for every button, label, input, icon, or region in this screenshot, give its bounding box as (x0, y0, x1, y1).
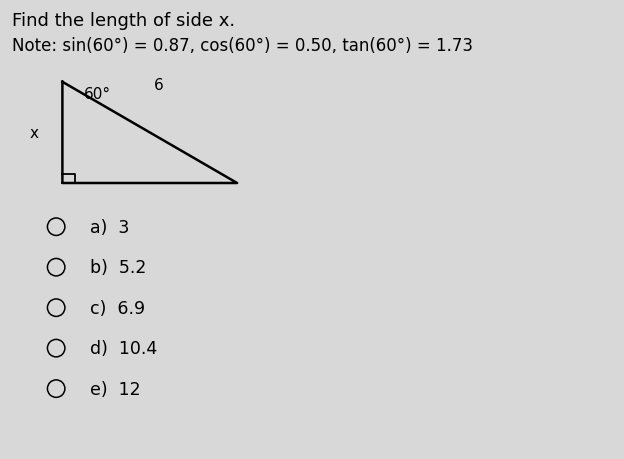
Text: e)  12: e) 12 (90, 380, 141, 398)
Text: x: x (30, 126, 39, 140)
Text: a)  3: a) 3 (90, 218, 130, 236)
Text: 60°: 60° (84, 87, 111, 101)
Text: 6: 6 (154, 78, 164, 92)
Text: Find the length of side x.: Find the length of side x. (12, 11, 236, 29)
Text: d)  10.4: d) 10.4 (90, 339, 158, 358)
Text: c)  6.9: c) 6.9 (90, 299, 145, 317)
Text: b)  5.2: b) 5.2 (90, 258, 147, 277)
Text: Note: sin(60°) = 0.87, cos(60°) = 0.50, tan(60°) = 1.73: Note: sin(60°) = 0.87, cos(60°) = 0.50, … (12, 37, 474, 55)
